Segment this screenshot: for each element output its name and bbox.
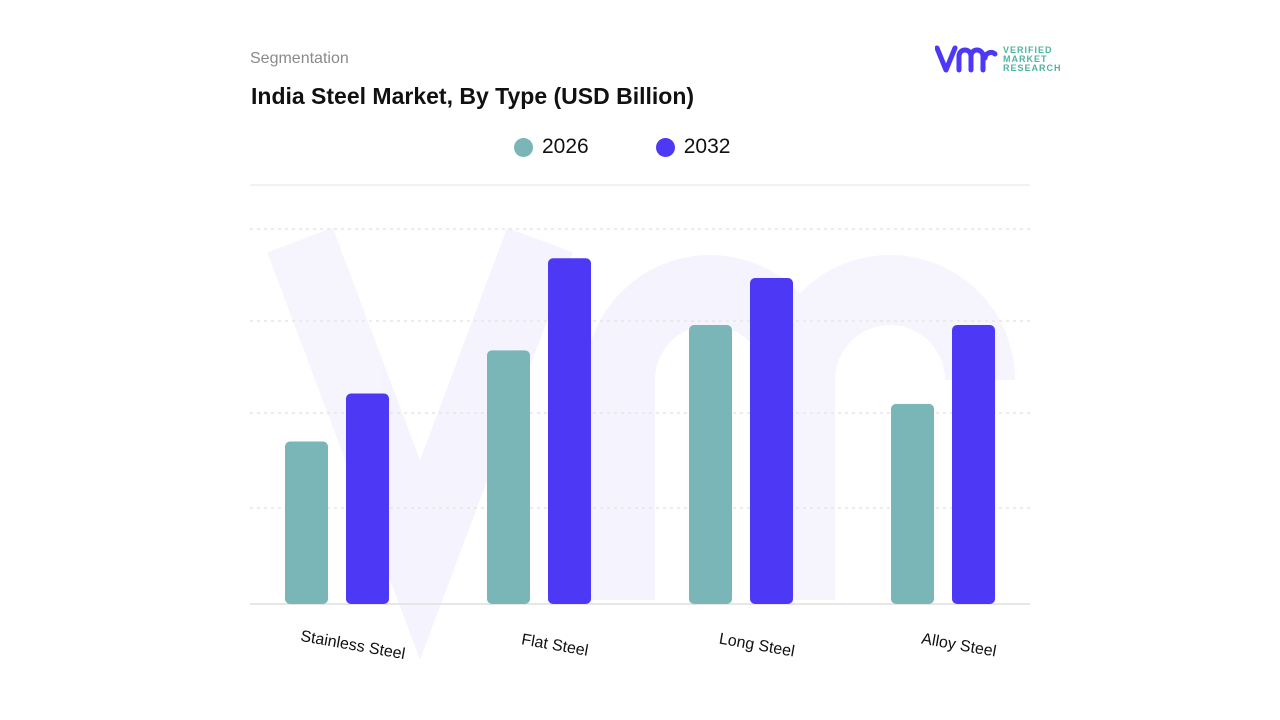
bar-flat-steel-2032 <box>548 258 591 604</box>
x-tick-label: Alloy Steel <box>920 631 997 661</box>
x-tick-label: Stainless Steel <box>299 628 406 663</box>
bar-stainless-steel-2026 <box>285 441 328 604</box>
bar-alloy-steel-2026 <box>891 403 934 604</box>
chart-title: India Steel Market, By Type (USD Billion… <box>251 83 695 109</box>
bar-alloy-steel-2032 <box>952 324 995 604</box>
legend-label-2032: 2032 <box>683 135 731 158</box>
bar-long-steel-2026 <box>689 324 732 604</box>
legend-item-2026: 2026 <box>514 135 589 159</box>
bars <box>285 258 995 604</box>
legend-dot-2032 <box>655 137 675 157</box>
logo-line2: MARKET <box>1003 53 1048 64</box>
legend-dot-2026 <box>514 137 533 157</box>
x-tick-label: Long Steel <box>718 631 796 661</box>
legend: 2026 2032 <box>514 135 730 159</box>
bar-stainless-steel-2032 <box>346 393 389 604</box>
vmr-logo-mark-icon <box>935 45 998 73</box>
logo-line3: RESEARCH <box>1003 62 1062 73</box>
segmentation-label: Segmentation <box>250 50 349 67</box>
watermark <box>267 227 1015 660</box>
bar-long-steel-2032 <box>750 278 793 604</box>
legend-item-2032: 2032 <box>655 135 731 159</box>
x-axis-labels: Stainless Steel Flat Steel Long Steel Alloy… <box>299 628 997 663</box>
bar-flat-steel-2026 <box>487 350 530 604</box>
x-tick-label: Flat Steel <box>520 631 590 659</box>
vmr-logo: VERIFIED MARKET RESEARCH <box>935 44 1062 74</box>
legend-label-2026: 2026 <box>542 135 589 158</box>
logo-line1: VERIFIED <box>1003 44 1053 55</box>
